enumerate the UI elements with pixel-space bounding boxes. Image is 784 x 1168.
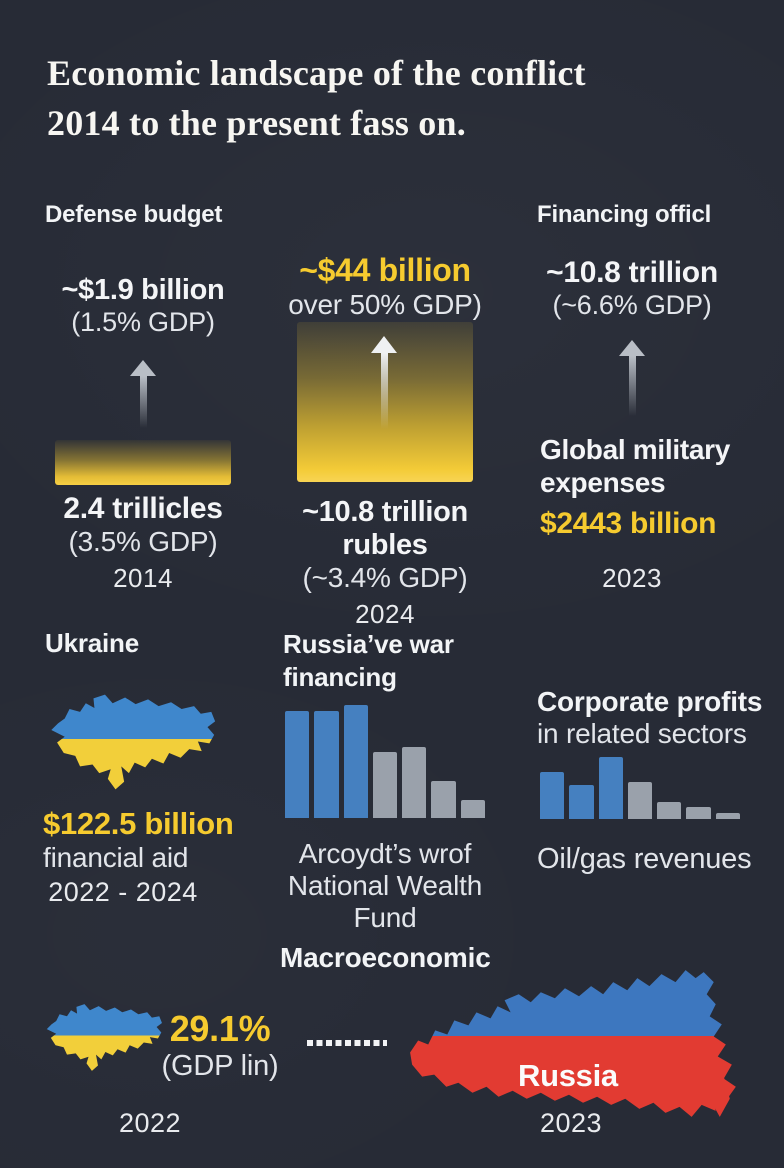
page-title: Economic landscape of the conflict 2014 …	[47, 48, 586, 148]
up-arrow-icon	[371, 336, 397, 429]
defense-2014-column: ~$1.9 billion (1.5% GDP)	[43, 274, 243, 338]
chart-bar	[431, 780, 456, 818]
chart-bar	[598, 757, 623, 819]
chart-bar	[657, 801, 682, 819]
corporate-heading: Corporate profits	[537, 686, 763, 717]
macro-ukraine-note: (GDP lin)	[161, 1050, 279, 1082]
war-financing-heading-line1: Russia’ve war	[283, 629, 454, 659]
global-military-block: Global military expenses $2443 billion	[540, 433, 750, 541]
oil-gas-caption: Oil/gas revenues	[537, 843, 752, 875]
macro-ukraine-value: 29.1%	[169, 1008, 271, 1049]
defense-2014-gold-bar	[55, 440, 231, 485]
defense-2014-base-value: 2.4 trillicles	[63, 492, 223, 525]
page-title-line2: 2014 to the present fass on.	[47, 103, 466, 143]
defense-2014-value: ~$1.9 billion	[61, 274, 225, 306]
arrow-tail	[380, 353, 388, 429]
oil-gas-bar-chart	[540, 757, 740, 819]
chart-bar	[314, 710, 339, 818]
up-arrow-icon	[619, 340, 645, 416]
arrow-head	[130, 360, 156, 376]
defense-2024-base-note: (~3.4% GDP)	[302, 562, 468, 593]
defense-2014-note: (1.5% GDP)	[71, 307, 215, 337]
global-military-value: $2443 billion	[540, 507, 717, 540]
arrow-head	[619, 340, 645, 356]
chart-bar	[372, 752, 398, 818]
defense-2024-column: ~$44 billion over 50% GDP)	[285, 252, 485, 321]
nwf-caption-line1: Arcoydt’s wrof	[298, 838, 472, 869]
defense-2014-base: 2.4 trillicles (3.5% GDP) 2014	[43, 492, 243, 594]
arrow-head	[371, 336, 397, 353]
nwf-chart-caption: Arcoydt’s wrof National Wealth Fund	[258, 838, 512, 934]
war-financing-heading-line2: financing	[283, 662, 397, 692]
financing-column: ~10.8 trillion (~6.6% GDP)	[532, 256, 732, 321]
russia-map-label: Russia	[518, 1058, 618, 1093]
financing-year: 2023	[602, 563, 662, 593]
chart-bar	[715, 812, 740, 819]
nwf-caption-line2: National Wealth Fund	[287, 870, 483, 933]
up-arrow-icon	[130, 360, 156, 428]
chart-bar	[540, 771, 565, 819]
chart-bar	[402, 746, 427, 818]
defense-2024-base-value: ~10.8 trillion rubles	[302, 496, 468, 561]
dotted-line	[307, 1040, 387, 1046]
global-military-line2: expenses	[540, 467, 666, 498]
defense-2014-year: 2014	[113, 563, 173, 593]
nwf-bar-chart	[285, 705, 485, 818]
ukraine-aid-label: financial aid	[43, 842, 189, 873]
financing-value: ~10.8 trillion	[546, 256, 718, 289]
arrow-tail	[628, 356, 636, 416]
defense-2024-year: 2024	[355, 599, 415, 629]
macro-ukraine-year: 2022	[118, 1108, 182, 1138]
ukraine-aid-block: $122.5 billion financial aid 2022 - 2024	[43, 806, 243, 908]
corporate-heading-block: Corporate profits in related sectors	[537, 686, 767, 750]
ukraine-map	[51, 694, 216, 790]
chart-bar	[627, 781, 653, 819]
defense-2024-note: over 50% GDP)	[288, 289, 482, 320]
war-financing-heading: Russia’ve war financing	[283, 628, 454, 694]
ukraine-heading: Ukraine	[45, 628, 139, 658]
chart-bar	[343, 705, 368, 818]
ukraine-map-small	[46, 1004, 162, 1071]
macro-russia-year: 2023	[539, 1108, 603, 1138]
defense-2014-base-note: (3.5% GDP)	[68, 526, 218, 557]
chart-bar	[285, 710, 310, 818]
ukraine-aid-value: $122.5 billion	[43, 806, 234, 841]
chart-bar	[686, 807, 711, 819]
defense-2024-base: ~10.8 trillion rubles (~3.4% GDP) 2024	[260, 496, 510, 630]
macro-ukraine-block: 29.1% (GDP lin)	[145, 1008, 295, 1083]
defense-2024-gold-block	[297, 322, 473, 482]
arrow-tail	[139, 376, 147, 428]
russia-map	[410, 970, 736, 1117]
page-title-line1: Economic landscape of the conflict	[47, 53, 586, 93]
chart-bar	[460, 799, 485, 818]
defense-budget-heading: Defense budget	[45, 201, 223, 228]
macro-heading: Macroeconomic	[280, 942, 491, 973]
financing-heading: Financing officl	[537, 201, 712, 228]
financing-note: (~6.6% GDP)	[552, 290, 712, 320]
ukraine-aid-period: 2022 - 2024	[48, 877, 198, 907]
defense-2024-value: ~$44 billion	[299, 252, 471, 288]
corporate-subheading: in related sectors	[537, 718, 747, 749]
global-military-line1: Global military	[540, 434, 730, 465]
chart-bar	[569, 784, 594, 819]
